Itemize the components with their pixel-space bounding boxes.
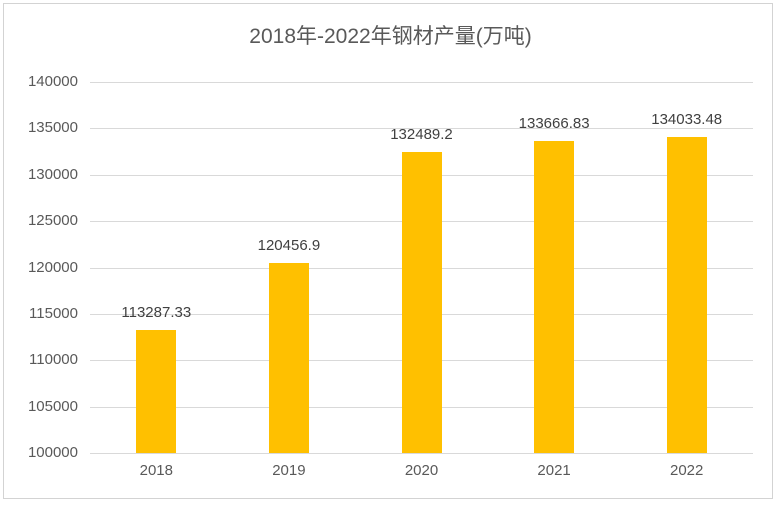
x-axis-tick-label: 2022 bbox=[670, 462, 704, 479]
y-axis-tick-label: 130000 bbox=[27, 165, 78, 183]
bar-2019 bbox=[268, 263, 309, 453]
y-axis-tick-label: 140000 bbox=[27, 73, 78, 90]
gridline bbox=[90, 128, 753, 130]
x-axis-tick-label: 2019 bbox=[272, 462, 306, 479]
x-axis-line bbox=[90, 453, 753, 454]
x-axis-tick-label: 2018 bbox=[139, 462, 173, 479]
data-label-2022: 134033.48 bbox=[651, 111, 723, 129]
y-axis-tick-label: 105000 bbox=[27, 397, 78, 415]
y-axis-tick-label: 110000 bbox=[29, 351, 78, 369]
y-axis-tick-label: 115000 bbox=[29, 304, 78, 322]
y-axis-tick-label: 100000 bbox=[27, 444, 78, 461]
bar-2018 bbox=[136, 329, 177, 453]
y-axis-tick-label: 135000 bbox=[27, 119, 78, 137]
chart-title: 2018年-2022年钢材产量(万吨) bbox=[249, 25, 532, 48]
y-axis: 100000 105000 110000 115000 120000 125000 1300… bbox=[0, 73, 78, 461]
data-label-2020: 132489.2 bbox=[390, 125, 453, 143]
data-label-2021: 133666.83 bbox=[518, 114, 590, 132]
x-axis-tick-label: 2020 bbox=[404, 462, 439, 479]
y-axis-tick-label: 120000 bbox=[27, 258, 78, 276]
x-axis: 2018 2019 2020 2021 2022 bbox=[90, 461, 753, 483]
bar-2021 bbox=[534, 140, 575, 453]
y-axis-tick-label: 125000 bbox=[27, 212, 78, 230]
plot-area: 113287.33 120456.9 132489.2 133666.83 134033… bbox=[90, 82, 753, 454]
bar-2020 bbox=[401, 151, 442, 453]
data-label-2018: 113287.33 bbox=[121, 303, 192, 321]
gridline bbox=[90, 82, 753, 83]
x-axis-tick-label: 2021 bbox=[537, 462, 571, 479]
chart-frame bbox=[3, 3, 773, 499]
data-label-2019: 120456.9 bbox=[257, 237, 321, 255]
bar-2022 bbox=[666, 137, 707, 453]
